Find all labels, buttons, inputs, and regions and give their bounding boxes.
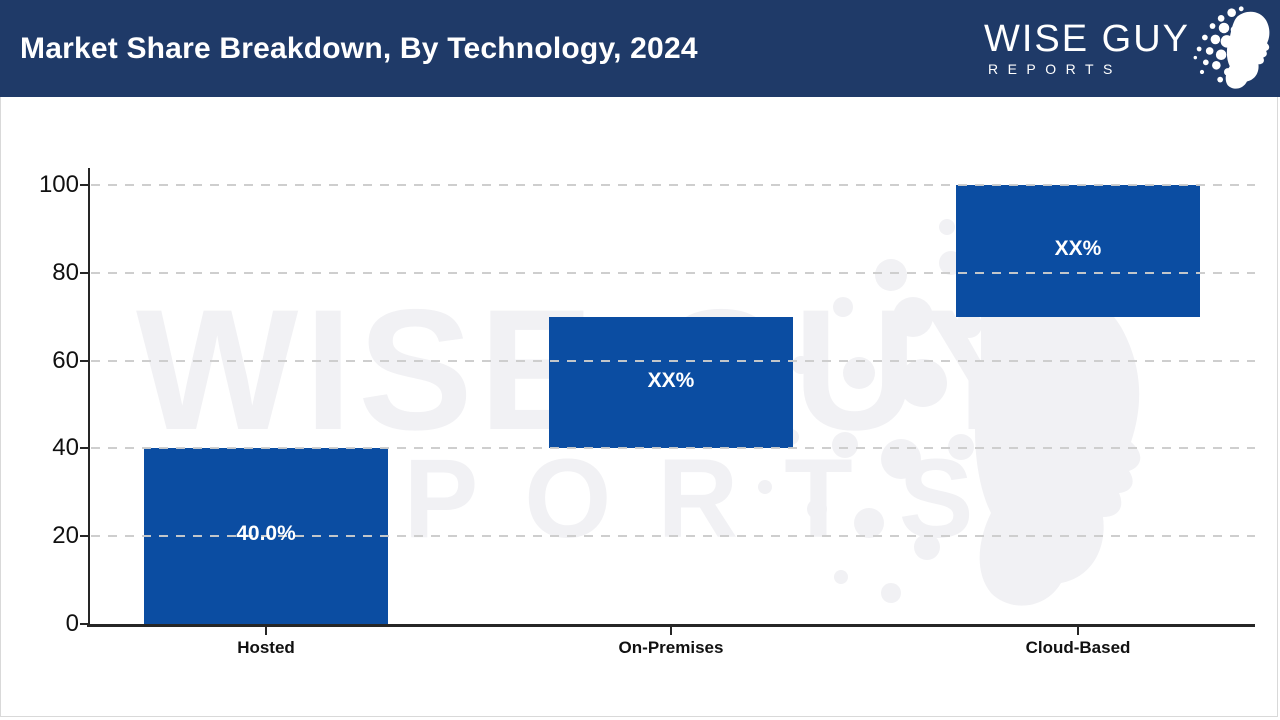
x-tick-mark-hosted (265, 627, 267, 635)
y-axis-line (88, 168, 90, 627)
gridline-40 (91, 447, 1255, 450)
y-tick-mark (80, 535, 88, 538)
x-tick-mark-cloud-based (1077, 627, 1079, 635)
y-tick-mark (80, 623, 88, 625)
y-tick-mark (80, 184, 88, 186)
bar-value-label-on-premises: XX% (647, 368, 695, 392)
x-axis-label-hosted: Hosted (237, 638, 295, 657)
y-tick-label: 60 (52, 346, 79, 374)
y-tick-label: 0 (65, 610, 79, 637)
bar-on-premises (549, 316, 793, 449)
bar-value-label-cloud-based: XX% (1054, 236, 1102, 260)
gridline-80 (91, 271, 1255, 274)
bar-value-label-hosted: 40.0% (236, 522, 296, 546)
x-axis-label-on-premises: On-Premises (618, 638, 724, 657)
header-bar: Market Share Breakdown, By Technology, 2… (0, 0, 1280, 97)
wise-guy-reports-logo: WISE GUY REPORTS (984, 5, 1272, 93)
logo-wordmark: WISE GUY (983, 18, 1190, 60)
logo-subtitle: REPORTS (987, 61, 1122, 77)
y-tick-label: 80 (52, 258, 79, 286)
y-tick-mark (80, 271, 88, 274)
y-tick-mark (80, 359, 88, 362)
x-axis-line (87, 624, 1255, 627)
gridline-60 (91, 359, 1255, 362)
gridline-20 (91, 535, 1255, 538)
bar-cloud-based (956, 185, 1200, 317)
y-tick-label: 40 (52, 434, 79, 462)
x-tick-mark-on-premises (670, 627, 672, 635)
page-title: Market Share Breakdown, By Technology, 2… (20, 31, 698, 65)
chart-card: WISE GUY REPORTS 0 20 40 60 80 100 40.0% Hosted… (0, 97, 1278, 717)
dotted-head-profile-icon (1193, 5, 1270, 89)
y-tick-label: 20 (52, 522, 79, 550)
logo-text: WISE GUY REPORTS (984, 20, 1190, 77)
y-tick-label: 100 (38, 171, 79, 198)
y-tick-mark (80, 447, 88, 450)
gridline-100 (91, 184, 1255, 186)
dotted-head-profile-watermark: WISE GUY REPORTS (136, 219, 1141, 606)
x-axis-label-cloud-based: Cloud-Based (1025, 638, 1131, 657)
